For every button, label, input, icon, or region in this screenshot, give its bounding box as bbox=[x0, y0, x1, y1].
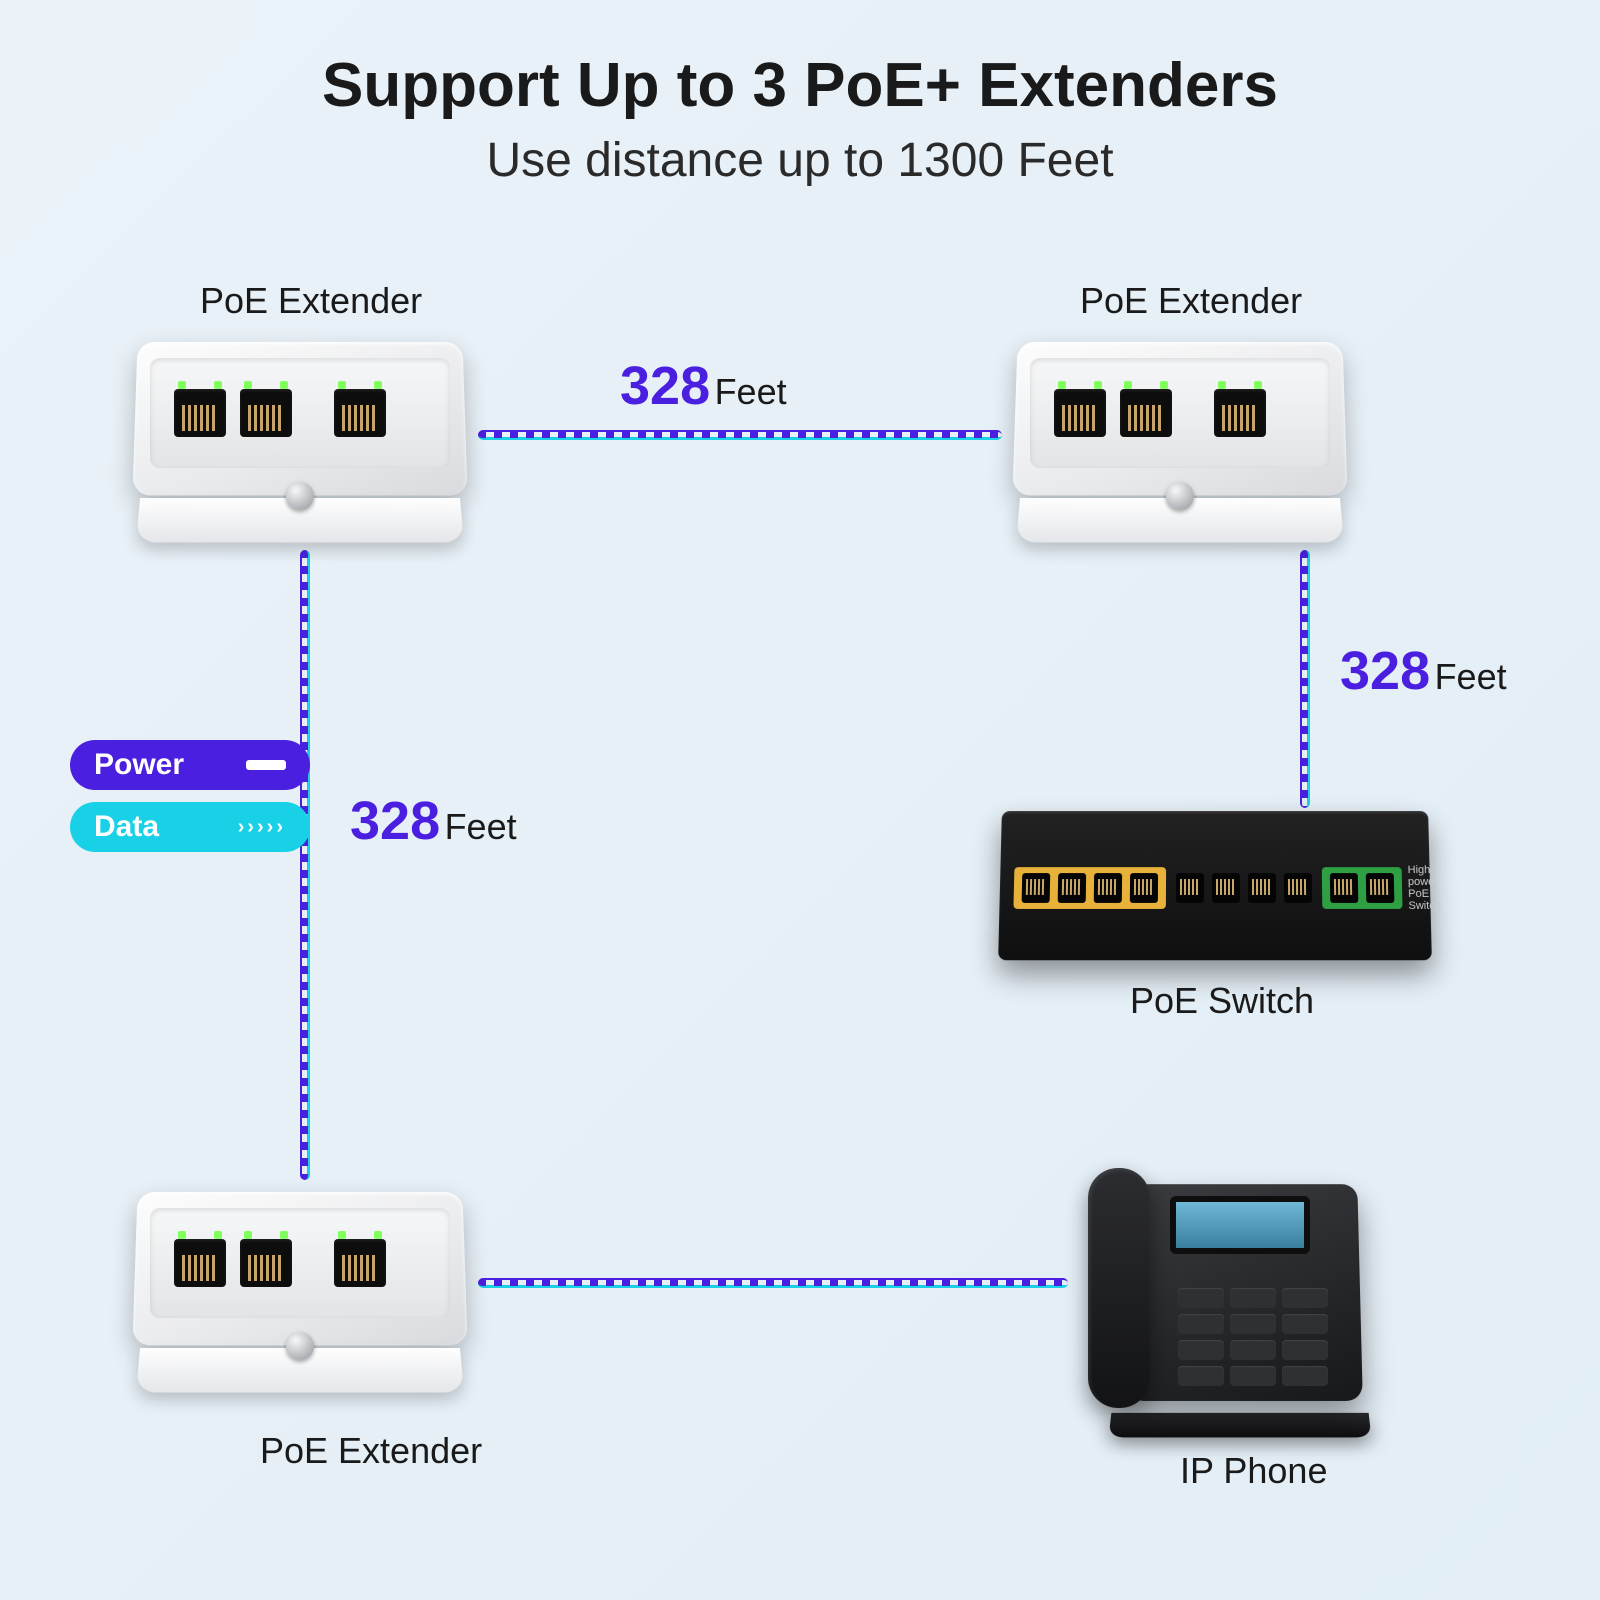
subtitle: Use distance up to 1300 Feet bbox=[0, 133, 1600, 188]
label-extender-bl: PoE Extender bbox=[260, 1430, 482, 1472]
diagram-canvas: Support Up to 3 PoE+ Extenders Use dista… bbox=[0, 0, 1600, 1600]
cable-right bbox=[1300, 550, 1310, 808]
legend-power: Power bbox=[70, 740, 310, 790]
cable-top bbox=[478, 430, 1002, 440]
poe-extender-top-right bbox=[1000, 330, 1360, 530]
distance-label-left: 328 Feet bbox=[350, 790, 517, 852]
poe-extender-top-left bbox=[120, 330, 480, 530]
cable-left bbox=[300, 550, 310, 1180]
distance-label-top: 328 Feet bbox=[620, 355, 787, 417]
switch-panel-text: High-power PoE Switch bbox=[1408, 864, 1442, 912]
ip-phone-device bbox=[1060, 1140, 1380, 1440]
poe-extender-bottom-left bbox=[120, 1180, 480, 1380]
label-phone: IP Phone bbox=[1180, 1450, 1327, 1492]
distance-label-right: 328 Feet bbox=[1340, 640, 1507, 702]
label-extender-tr: PoE Extender bbox=[1080, 280, 1302, 322]
cable-bottom bbox=[478, 1278, 1068, 1288]
poe-switch-device: High-power PoE Switch bbox=[998, 811, 1432, 960]
label-switch: PoE Switch bbox=[1130, 980, 1314, 1022]
legend-data: Data››››› bbox=[70, 802, 310, 852]
legend: Power Data››››› bbox=[70, 740, 310, 864]
label-extender-tl: PoE Extender bbox=[200, 280, 422, 322]
main-title: Support Up to 3 PoE+ Extenders bbox=[0, 0, 1600, 121]
